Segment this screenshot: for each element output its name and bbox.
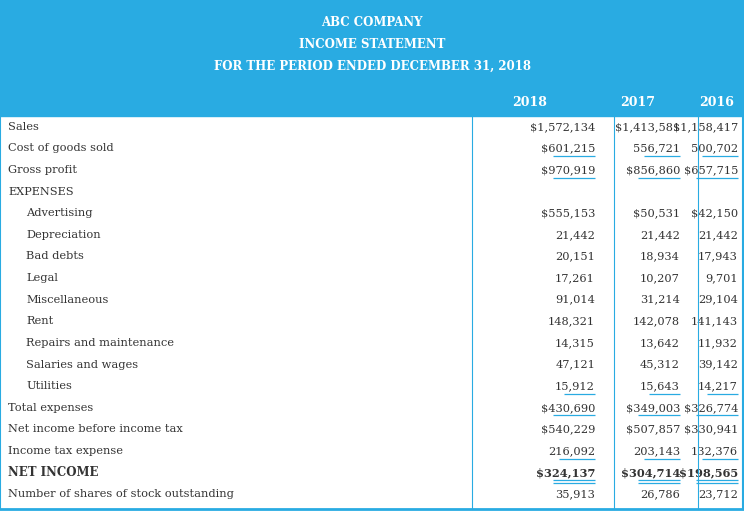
Text: $430,690: $430,690 [541, 403, 595, 413]
Text: 14,217: 14,217 [698, 381, 738, 391]
Bar [0, 0, 744, 88]
Text: 17,943: 17,943 [698, 251, 738, 262]
Text: Income tax expense: Income tax expense [8, 446, 123, 456]
Text: Salaries and wages: Salaries and wages [26, 360, 138, 369]
Text: 18,934: 18,934 [640, 251, 680, 262]
Text: $856,860: $856,860 [626, 165, 680, 175]
Text: $50,531: $50,531 [633, 208, 680, 218]
Text: 26,786: 26,786 [640, 489, 680, 499]
Text: 15,643: 15,643 [640, 381, 680, 391]
Text: $657,715: $657,715 [684, 165, 738, 175]
Text: $42,150: $42,150 [691, 208, 738, 218]
Text: Depreciation: Depreciation [26, 230, 100, 240]
Text: Miscellaneous: Miscellaneous [26, 294, 109, 305]
Text: 500,702: 500,702 [691, 144, 738, 153]
Text: 2018: 2018 [513, 95, 548, 109]
Bar [0, 88, 744, 116]
Text: $507,857: $507,857 [626, 424, 680, 435]
Text: $555,153: $555,153 [541, 208, 595, 218]
Text: $326,774: $326,774 [684, 403, 738, 413]
Text: 2017: 2017 [620, 95, 655, 109]
Text: $601,215: $601,215 [541, 144, 595, 153]
Text: Bad debts: Bad debts [26, 251, 84, 262]
Text: EXPENSES: EXPENSES [8, 187, 74, 196]
Text: $1,572,134: $1,572,134 [530, 122, 595, 132]
Text: 556,721: 556,721 [633, 144, 680, 153]
Text: INCOME STATEMENT: INCOME STATEMENT [299, 38, 445, 51]
Text: $330,941: $330,941 [684, 424, 738, 435]
Text: Rent: Rent [26, 317, 54, 326]
Text: 45,312: 45,312 [640, 360, 680, 369]
Text: 216,092: 216,092 [548, 446, 595, 456]
Text: Cost of goods sold: Cost of goods sold [8, 144, 114, 153]
Text: 20,151: 20,151 [555, 251, 595, 262]
Text: 13,642: 13,642 [640, 338, 680, 348]
Text: 17,261: 17,261 [555, 273, 595, 283]
Text: 47,121: 47,121 [555, 360, 595, 369]
Text: 9,701: 9,701 [705, 273, 738, 283]
Bar [0, 116, 744, 513]
Text: Net income before income tax: Net income before income tax [8, 424, 183, 435]
Text: 132,376: 132,376 [691, 446, 738, 456]
Text: 203,143: 203,143 [633, 446, 680, 456]
Text: 10,207: 10,207 [640, 273, 680, 283]
Text: 21,442: 21,442 [698, 230, 738, 240]
Text: $324,137: $324,137 [536, 467, 595, 478]
Text: 31,214: 31,214 [640, 294, 680, 305]
Text: 29,104: 29,104 [698, 294, 738, 305]
Text: 148,321: 148,321 [548, 317, 595, 326]
Text: 11,932: 11,932 [698, 338, 738, 348]
Text: ABC COMPANY: ABC COMPANY [321, 16, 423, 29]
Text: $1,158,417: $1,158,417 [673, 122, 738, 132]
Text: Total expenses: Total expenses [8, 403, 93, 413]
Text: Legal: Legal [26, 273, 58, 283]
Text: 35,913: 35,913 [555, 489, 595, 499]
Text: $970,919: $970,919 [541, 165, 595, 175]
Text: $1,413,581: $1,413,581 [615, 122, 680, 132]
Text: 39,142: 39,142 [698, 360, 738, 369]
Text: 142,078: 142,078 [633, 317, 680, 326]
Text: 14,315: 14,315 [555, 338, 595, 348]
Text: Number of shares of stock outstanding: Number of shares of stock outstanding [8, 489, 234, 499]
Text: Utilities: Utilities [26, 381, 72, 391]
Text: $349,003: $349,003 [626, 403, 680, 413]
Text: 21,442: 21,442 [640, 230, 680, 240]
Text: $304,714: $304,714 [620, 467, 680, 478]
Text: 141,143: 141,143 [691, 317, 738, 326]
Text: FOR THE PERIOD ENDED DECEMBER 31, 2018: FOR THE PERIOD ENDED DECEMBER 31, 2018 [214, 60, 530, 73]
Text: Sales: Sales [8, 122, 39, 132]
Text: Repairs and maintenance: Repairs and maintenance [26, 338, 174, 348]
Text: $540,229: $540,229 [541, 424, 595, 435]
Text: $198,565: $198,565 [679, 467, 738, 478]
Text: Gross profit: Gross profit [8, 165, 77, 175]
Text: 21,442: 21,442 [555, 230, 595, 240]
Text: 15,912: 15,912 [555, 381, 595, 391]
Text: 23,712: 23,712 [698, 489, 738, 499]
Text: 2016: 2016 [699, 95, 734, 109]
Text: NET INCOME: NET INCOME [8, 466, 98, 479]
Text: Advertising: Advertising [26, 208, 92, 218]
Text: 91,014: 91,014 [555, 294, 595, 305]
